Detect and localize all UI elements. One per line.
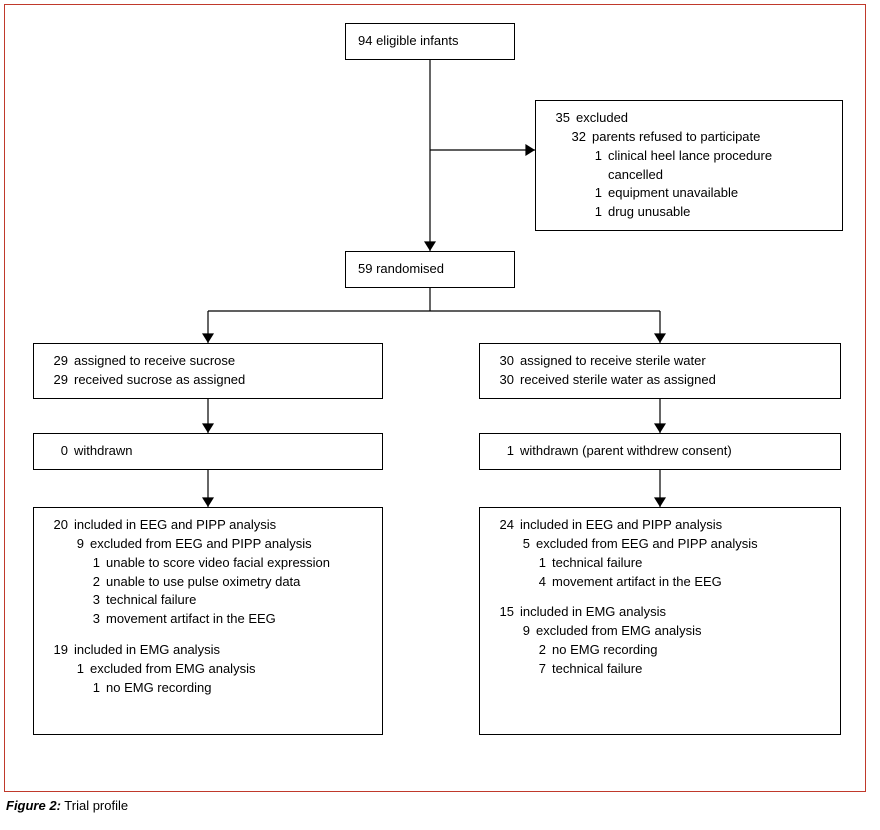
- list-item: 2 unable to use pulse oximetry data: [46, 573, 370, 592]
- list-item: 29 received sucrose as assigned: [46, 371, 370, 390]
- label: technical failure: [552, 660, 642, 679]
- list-item: 35 excluded: [548, 109, 830, 128]
- list-item: 20 included in EEG and PIPP analysis: [46, 516, 370, 535]
- label: unable to use pulse oximetry data: [106, 573, 300, 592]
- list-item: 1 no EMG recording: [46, 679, 370, 698]
- count: 1: [580, 147, 602, 185]
- list-item: 24 included in EEG and PIPP analysis: [492, 516, 828, 535]
- count: 1: [62, 660, 84, 679]
- node-arm-b-withdraw: 1withdrawn (parent withdrew consent): [479, 433, 841, 470]
- label: equipment unavailable: [608, 184, 738, 203]
- count: 4: [524, 573, 546, 592]
- count: 30: [492, 371, 514, 390]
- label: excluded from EMG analysis: [90, 660, 255, 679]
- caption-label: Figure 2:: [6, 798, 61, 813]
- label: included in EMG analysis: [520, 603, 666, 622]
- label: unable to score video facial expression: [106, 554, 330, 573]
- list-item: 2 no EMG recording: [492, 641, 828, 660]
- count: 19: [46, 641, 68, 660]
- count: 3: [78, 591, 100, 610]
- label: received sterile water as assigned: [520, 371, 716, 390]
- list-item: 30 assigned to receive sterile water: [492, 352, 828, 371]
- list-item: 4 movement artifact in the EEG: [492, 573, 828, 592]
- count: 24: [492, 516, 514, 535]
- node-arm-a-assign: 29 assigned to receive sucrose 29 received …: [33, 343, 383, 399]
- count: 15: [492, 603, 514, 622]
- count: 1: [78, 554, 100, 573]
- node-arm-a-analysis: 20 included in EEG and PIPP analysis9 excl…: [33, 507, 383, 735]
- count: 1: [580, 203, 602, 222]
- list-item: 1 technical failure: [492, 554, 828, 573]
- count: 29: [46, 352, 68, 371]
- count: 32: [564, 128, 586, 147]
- label: excluded: [576, 109, 628, 128]
- list-item: 15 included in EMG analysis: [492, 603, 828, 622]
- list-item: 1 excluded from EMG analysis: [46, 660, 370, 679]
- list-item: 1 unable to score video facial expression: [46, 554, 370, 573]
- node-randomised: 59 randomised: [345, 251, 515, 288]
- list-item: 3 technical failure: [46, 591, 370, 610]
- count: 2: [524, 641, 546, 660]
- caption-text: Trial profile: [64, 798, 128, 813]
- count: 2: [78, 573, 100, 592]
- list-item: 30 received sterile water as assigned: [492, 371, 828, 390]
- label: clinical heel lance procedure cancelled: [608, 147, 830, 185]
- count: 7: [524, 660, 546, 679]
- label: movement artifact in the EEG: [106, 610, 276, 629]
- count: 3: [78, 610, 100, 629]
- label: parents refused to participate: [592, 128, 760, 147]
- list-item: 5 excluded from EEG and PIPP analysis: [492, 535, 828, 554]
- node-arm-a-withdraw: 0withdrawn: [33, 433, 383, 470]
- node-eligible: 94 eligible infants: [345, 23, 515, 60]
- count: 5: [508, 535, 530, 554]
- list-item: 1 drug unusable: [548, 203, 830, 222]
- label: excluded from EEG and PIPP analysis: [536, 535, 758, 554]
- count: 1: [524, 554, 546, 573]
- diagram-frame: 94 eligible infants 35excluded32parents …: [4, 4, 866, 792]
- count: 1: [580, 184, 602, 203]
- label: included in EEG and PIPP analysis: [520, 516, 722, 535]
- list-item: 1 equipment unavailable: [548, 184, 830, 203]
- node-arm-b-assign: 30 assigned to receive sterile water 30 rec…: [479, 343, 841, 399]
- label: no EMG recording: [552, 641, 658, 660]
- label: assigned to receive sterile water: [520, 352, 706, 371]
- label: included in EMG analysis: [74, 641, 220, 660]
- list-item: 7 technical failure: [492, 660, 828, 679]
- label: excluded from EMG analysis: [536, 622, 701, 641]
- label: assigned to receive sucrose: [74, 352, 235, 371]
- list-item: 19 included in EMG analysis: [46, 641, 370, 660]
- list-item: 9 excluded from EMG analysis: [492, 622, 828, 641]
- count: 35: [548, 109, 570, 128]
- label: included in EEG and PIPP analysis: [74, 516, 276, 535]
- count: 1: [78, 679, 100, 698]
- label: received sucrose as assigned: [74, 371, 245, 390]
- list-item: 3 movement artifact in the EEG: [46, 610, 370, 629]
- node-arm-b-analysis: 24included in EEG and PIPP analysis5excl…: [479, 507, 841, 735]
- node-text: 59 randomised: [358, 261, 444, 276]
- list-item: 1clinical heel lance procedure cancelled: [548, 147, 830, 185]
- count: 9: [508, 622, 530, 641]
- node-text: 94 eligible infants: [358, 33, 458, 48]
- count: 20: [46, 516, 68, 535]
- node-excluded: 35 excluded32 parents refused to participa…: [535, 100, 843, 231]
- label: drug unusable: [608, 203, 690, 222]
- count: 29: [46, 371, 68, 390]
- label: no EMG recording: [106, 679, 212, 698]
- list-item: 9 excluded from EEG and PIPP analysis: [46, 535, 370, 554]
- count: 9: [62, 535, 84, 554]
- label: movement artifact in the EEG: [552, 573, 722, 592]
- list-item: 29 assigned to receive sucrose: [46, 352, 370, 371]
- figure-caption: Figure 2: Trial profile: [6, 798, 880, 813]
- label: technical failure: [106, 591, 196, 610]
- label: technical failure: [552, 554, 642, 573]
- label: excluded from EEG and PIPP analysis: [90, 535, 312, 554]
- count: 30: [492, 352, 514, 371]
- list-item: 32 parents refused to participate: [548, 128, 830, 147]
